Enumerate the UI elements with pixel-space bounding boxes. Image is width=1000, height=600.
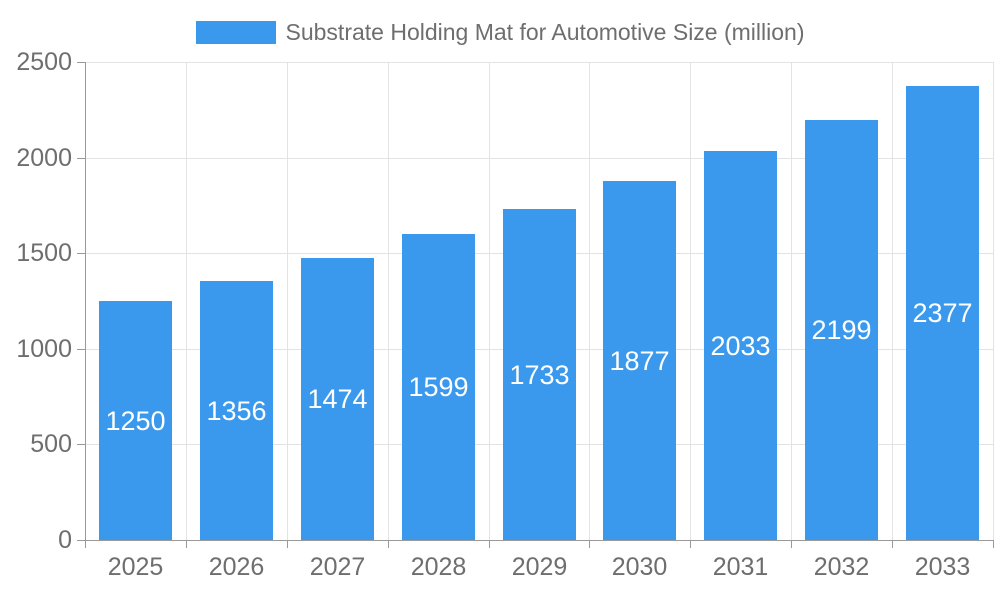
y-axis-tick: [77, 444, 85, 445]
x-axis-label: 2031: [712, 553, 769, 581]
x-axis-tick: [186, 540, 187, 548]
bar-value-label: 1733: [509, 360, 570, 390]
bar-value-label: 1599: [408, 372, 469, 402]
bar-2032: [805, 120, 878, 540]
bar-value-label: 1250: [105, 406, 166, 436]
y-axis-tick: [77, 158, 85, 159]
x-axis-tick: [892, 540, 893, 548]
x-axis-label: 2032: [813, 553, 870, 581]
vertical-gridline: [489, 62, 490, 540]
y-axis-label: 1500: [16, 239, 72, 267]
vertical-gridline: [287, 62, 288, 540]
y-axis-tick: [77, 62, 85, 63]
legend[interactable]: Substrate Holding Mat for Automotive Siz…: [0, 18, 1000, 46]
vertical-gridline: [993, 62, 994, 540]
x-axis-tick: [589, 540, 590, 548]
vertical-gridline: [690, 62, 691, 540]
legend-swatch: [195, 20, 276, 44]
bar-value-label: 1356: [206, 396, 267, 426]
bar-value-label: 2033: [710, 331, 771, 361]
y-axis-tick: [77, 540, 85, 541]
bar-2030: [603, 181, 676, 540]
x-axis-tick: [791, 540, 792, 548]
bar-2027: [301, 258, 374, 540]
bar-2033: [906, 86, 979, 540]
y-axis-label: 2500: [16, 48, 72, 76]
bar-2026: [200, 281, 273, 540]
x-axis-label: 2028: [410, 553, 467, 581]
x-axis-tick: [690, 540, 691, 548]
bar-2031: [704, 151, 777, 540]
y-axis-label: 0: [58, 526, 72, 554]
y-axis-tick: [77, 253, 85, 254]
bar-2025: [99, 301, 172, 540]
x-axis-tick: [287, 540, 288, 548]
x-axis-label: 2025: [107, 553, 164, 581]
vertical-gridline: [791, 62, 792, 540]
vertical-gridline: [892, 62, 893, 540]
y-axis-line: [85, 62, 86, 540]
vertical-gridline: [388, 62, 389, 540]
horizontal-gridline: [85, 158, 993, 159]
x-axis-label: 2030: [611, 553, 668, 581]
bar-value-label: 1474: [307, 384, 368, 414]
bar-2029: [503, 209, 576, 540]
legend-series-label: Substrate Holding Mat for Automotive Siz…: [285, 18, 805, 45]
y-axis-label: 2000: [16, 144, 72, 172]
vertical-gridline: [589, 62, 590, 540]
x-axis-tick: [388, 540, 389, 548]
x-axis-tick: [993, 540, 994, 548]
x-axis-label: 2026: [208, 553, 265, 581]
bar-2028: [402, 234, 475, 540]
x-axis-line: [85, 540, 993, 541]
x-axis-tick: [489, 540, 490, 548]
bar-value-label: 2377: [912, 298, 973, 328]
y-axis-tick: [77, 349, 85, 350]
x-axis-label: 2033: [914, 553, 971, 581]
bar-value-label: 2199: [811, 315, 872, 345]
y-axis-label: 500: [30, 430, 72, 458]
bar-value-label: 1877: [609, 346, 670, 376]
y-axis-label: 1000: [16, 335, 72, 363]
x-axis-label: 2027: [309, 553, 366, 581]
horizontal-gridline: [85, 62, 993, 63]
x-axis-label: 2029: [511, 553, 568, 581]
x-axis-tick: [85, 540, 86, 548]
vertical-gridline: [186, 62, 187, 540]
